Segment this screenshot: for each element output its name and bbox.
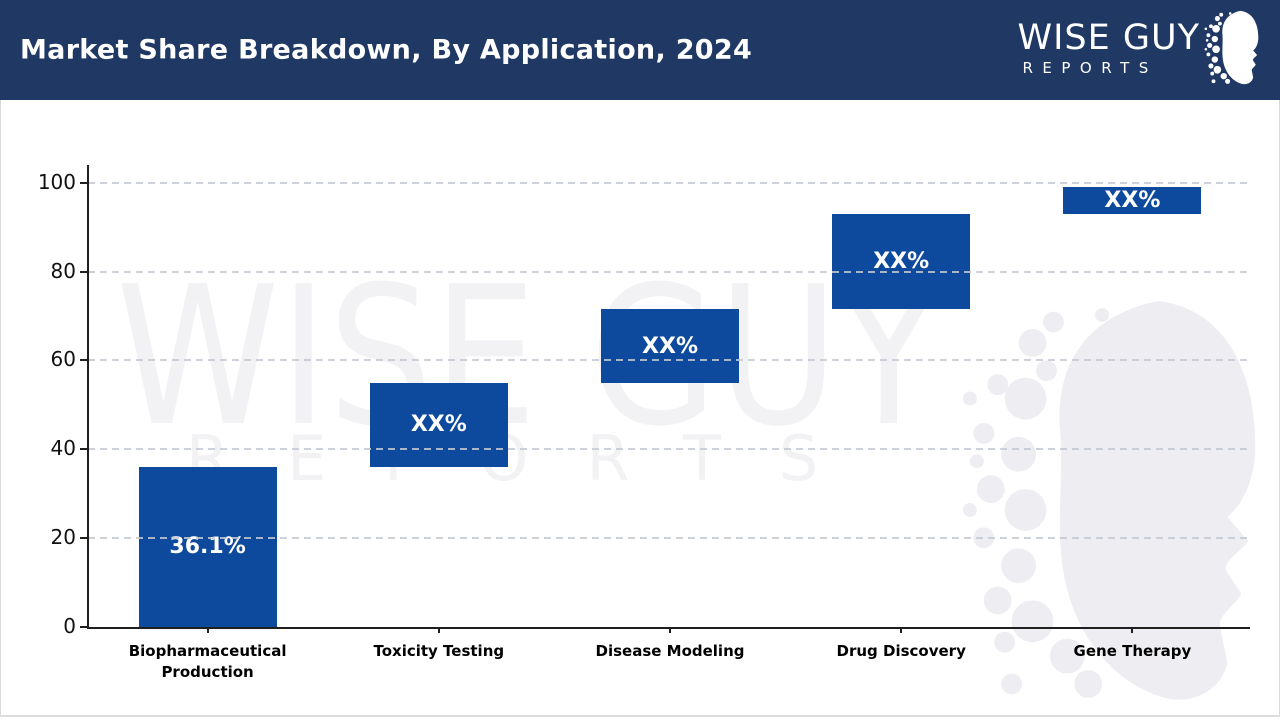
bar-biopharmaceutical-production: 36.1% [138,466,277,627]
header-bar: Market Share Breakdown, By Application, … [0,0,1280,100]
y-tick-label-40: 40 [50,436,76,461]
bar-gene-therapy: XX% [1063,187,1202,214]
x-category-gene-therapy: Gene Therapy [1073,642,1192,660]
gridline-100 [88,181,1248,184]
gridline-60 [88,359,1248,362]
x-tick-mark-disease-modeling [669,627,671,633]
y-tick-mark-80 [80,270,87,273]
x-category-toxicity-testing: Toxicity Testing [373,642,505,660]
y-tick-label-60: 60 [50,347,76,372]
bar-value-label: XX% [873,249,930,275]
x-axis-spine [87,627,1250,629]
y-axis-spine [87,165,89,629]
page-title: Market Share Breakdown, By Application, … [20,34,753,66]
bar-drug-discovery: XX% [832,213,971,310]
bar-toxicity-testing: XX% [369,382,508,467]
bar-value-label: XX% [1104,188,1161,214]
x-category-biopharmaceutical-production: Biopharmaceutical Production [128,642,287,681]
logo-text: WISE GUY REPORTS [1017,19,1200,77]
bar-value-label: XX% [642,333,698,359]
logo-face-icon [1204,10,1259,85]
x-tick-mark-toxicity-testing [437,627,440,633]
watermark-wise-guy: WISE GUY [116,246,940,469]
x-tick-mark-drug-discovery [900,627,903,633]
y-tick-mark-40 [80,448,87,451]
logo-name: WISE GUY [1017,18,1200,59]
logo-sub: REPORTS [1022,58,1158,77]
gridline-40 [88,448,1248,451]
gridline-80 [88,270,1248,273]
bar-disease-modeling: XX% [601,309,739,383]
y-tick-label-0: 0 [63,614,76,638]
y-tick-mark-20 [80,537,87,540]
gridline-20 [88,537,1248,540]
x-tick-mark-gene-therapy [1131,627,1134,633]
bottom-divider [0,715,1280,717]
x-category-disease-modeling: Disease Modeling [595,642,745,660]
x-tick-mark-biopharmaceutical-production [206,627,209,633]
wise-guy-logo: WISE GUY REPORTS [1017,8,1266,88]
y-tick-label-100: 100 [37,169,76,194]
y-tick-mark-100 [80,181,87,184]
y-tick-label-80: 80 [50,258,76,283]
x-category-drug-discovery: Drug Discovery [836,642,966,660]
y-tick-mark-60 [80,359,87,362]
bar-value-label: XX% [410,412,467,438]
y-tick-mark-0 [80,626,87,628]
y-tick-label-20: 20 [50,525,76,550]
